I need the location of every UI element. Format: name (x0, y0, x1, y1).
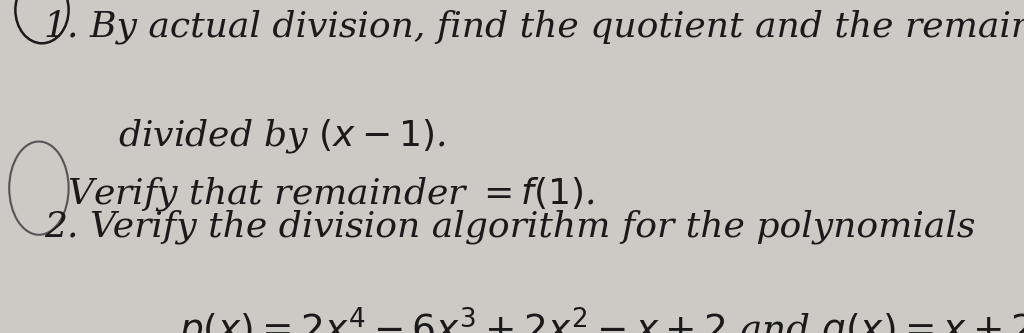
Text: divided by $(x-1)$.: divided by $(x-1)$. (118, 117, 445, 155)
Text: 2. Verify the division algorithm for the polynomials: 2. Verify the division algorithm for the… (44, 210, 976, 244)
Text: Verify that remainder $= f(1)$.: Verify that remainder $= f(1)$. (67, 175, 595, 213)
Text: 1. By actual division, find the quotient and the remain: 1. By actual division, find the quotient… (44, 10, 1024, 45)
Text: $p(x) = 2x^4-6x^3+2x^2-x+2$ and $g(x) = x+2.$: $p(x) = 2x^4-6x^3+2x^2-x+2$ and $g(x) = … (179, 306, 1024, 333)
